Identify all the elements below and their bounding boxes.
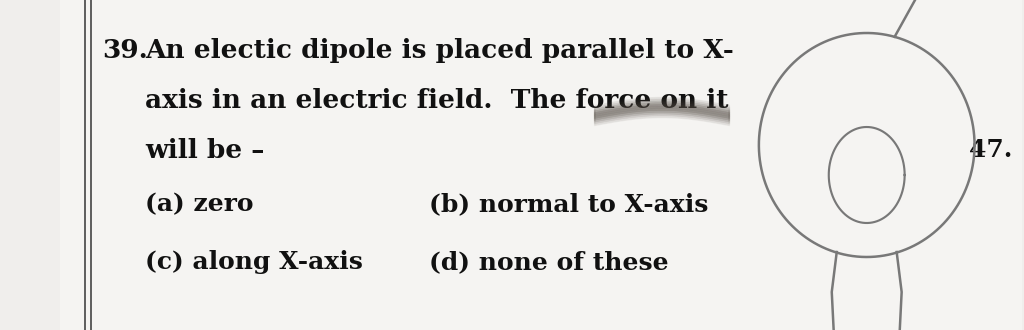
Text: (d) none of these: (d) none of these (429, 250, 669, 274)
Text: will be –: will be – (144, 138, 264, 163)
Text: 47.: 47. (969, 138, 1012, 162)
Text: (c) along X-axis: (c) along X-axis (144, 250, 362, 274)
Text: axis in an electric field.  The force on it: axis in an electric field. The force on … (144, 88, 728, 113)
Text: (a) zero: (a) zero (144, 192, 253, 216)
Text: 39.: 39. (101, 38, 147, 63)
Text: (b) normal to X-axis: (b) normal to X-axis (429, 192, 709, 216)
Text: An electic dipole is placed parallel to X-: An electic dipole is placed parallel to … (144, 38, 733, 63)
